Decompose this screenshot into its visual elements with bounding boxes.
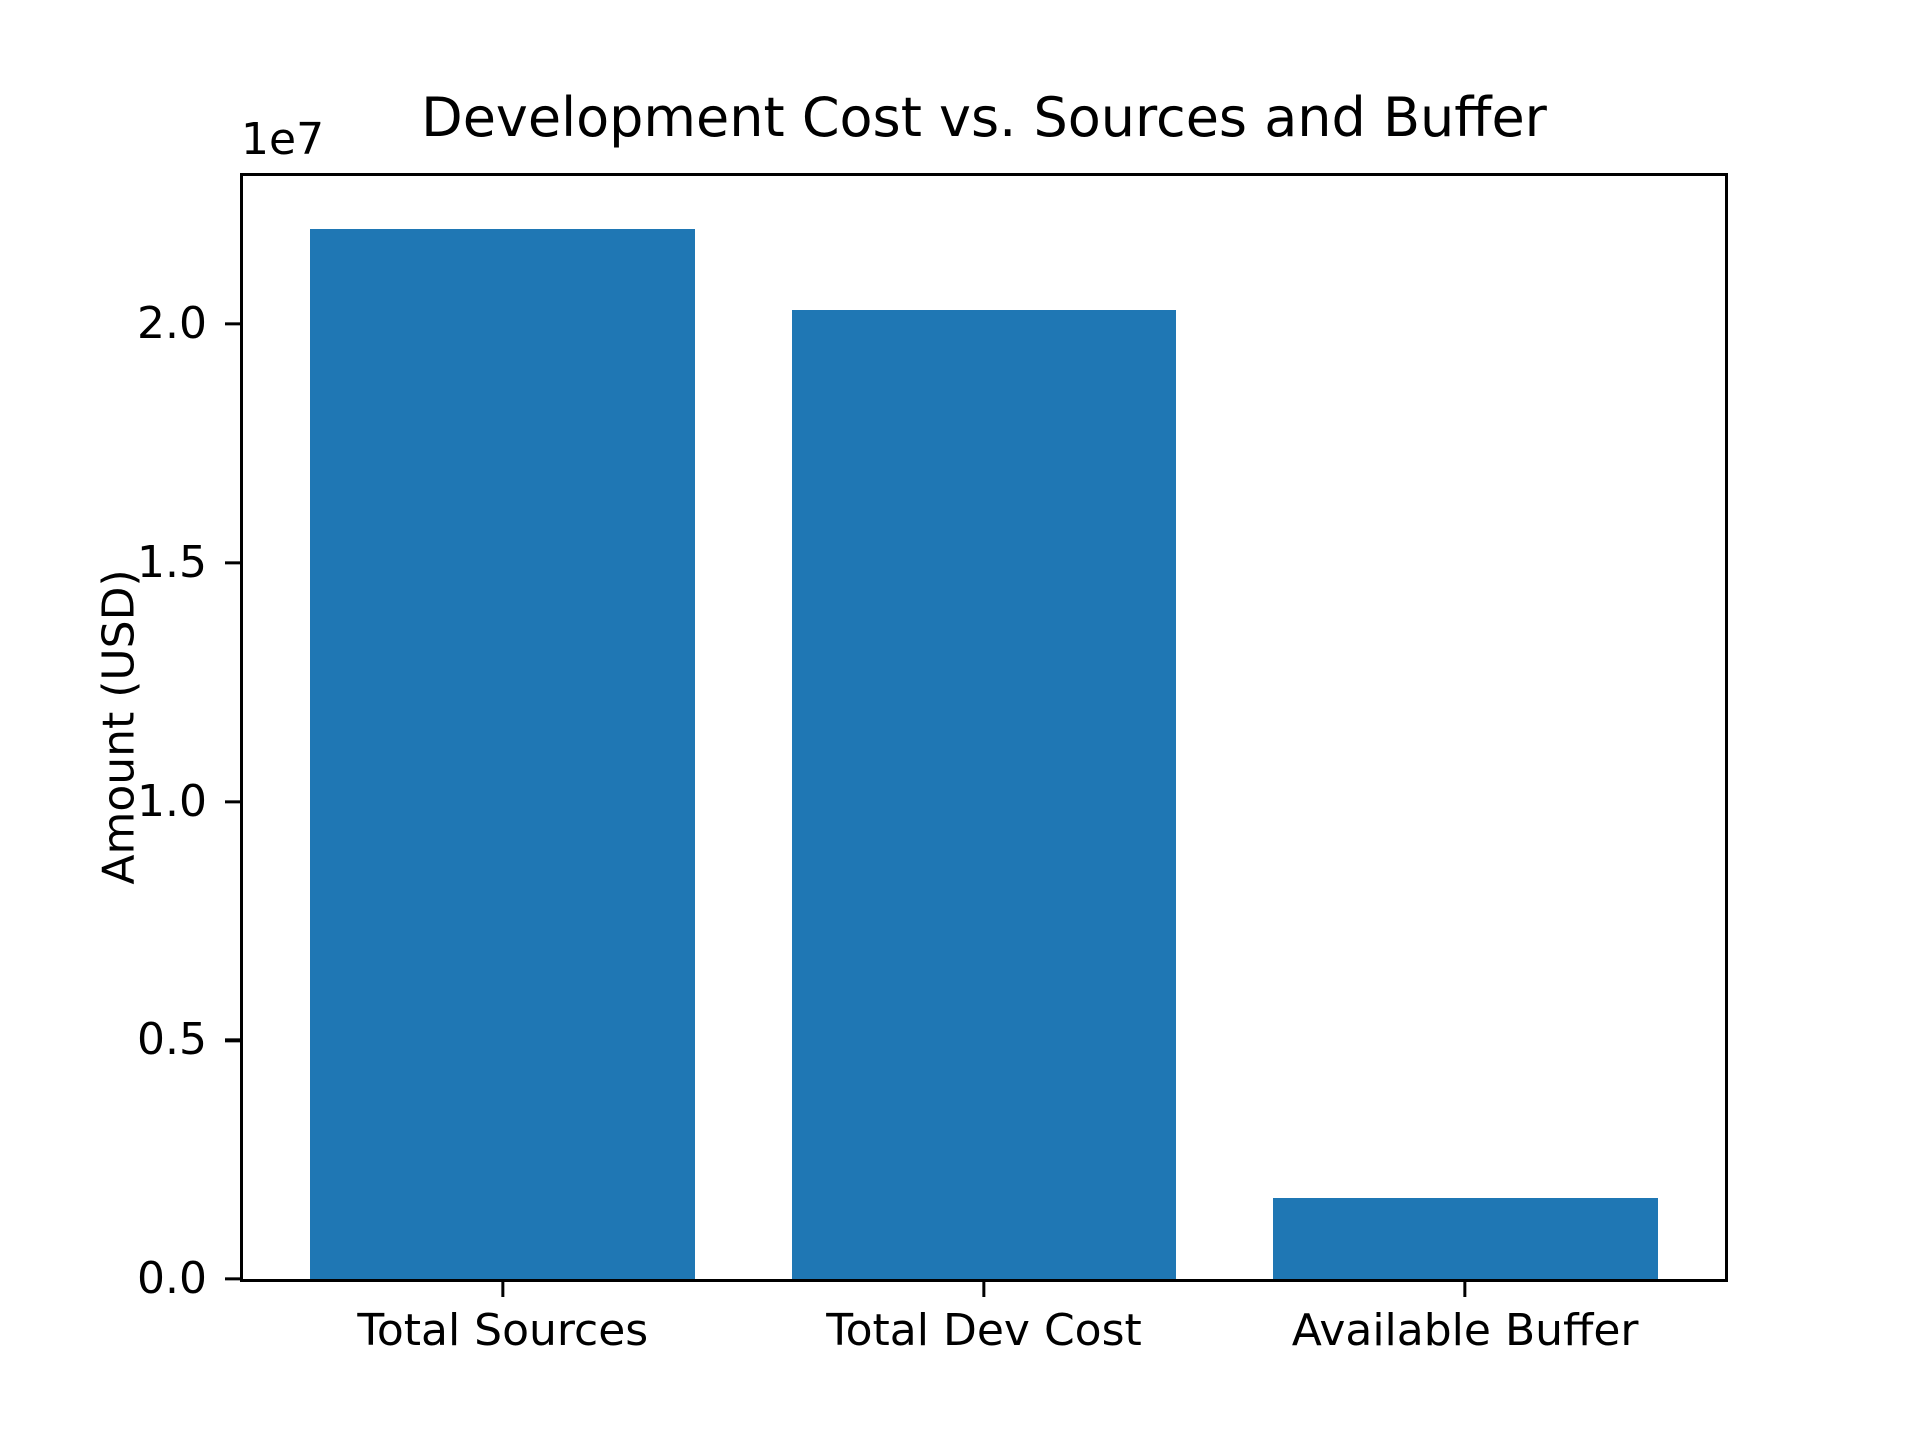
y-tick-label: 0.5	[137, 1014, 207, 1066]
chart-title: Development Cost vs. Sources and Buffer	[421, 86, 1547, 149]
y-tick-label: 1.5	[137, 536, 207, 588]
y-axis-offset-text: 1e7	[241, 114, 325, 165]
y-tick-mark	[224, 561, 240, 565]
bar-available-buffer	[1272, 1197, 1658, 1279]
x-tick-label: Total Dev Cost	[826, 1305, 1142, 1356]
bar-total-dev-cost	[791, 309, 1177, 1279]
y-tick-label: 2.0	[137, 298, 207, 350]
y-tick-mark	[224, 1277, 240, 1281]
y-axis-label: Amount (USD)	[93, 569, 145, 885]
x-tick-mark	[1463, 1282, 1467, 1298]
x-tick-mark	[501, 1282, 505, 1298]
y-tick-mark	[224, 322, 240, 326]
plot-area: Total Sources Total Dev Cost Available Buf…	[137, 173, 1728, 1356]
x-tick-label: Total Sources	[357, 1305, 649, 1356]
x-tick-label: Available Buffer	[1291, 1305, 1639, 1356]
y-tick-label: 0.0	[137, 1253, 207, 1304]
bar-total-sources	[310, 228, 696, 1279]
y-tick-mark	[224, 799, 240, 804]
x-tick-mark	[982, 1282, 986, 1298]
y-tick-mark	[224, 1038, 240, 1042]
y-tick-label: 1.0	[137, 775, 207, 827]
